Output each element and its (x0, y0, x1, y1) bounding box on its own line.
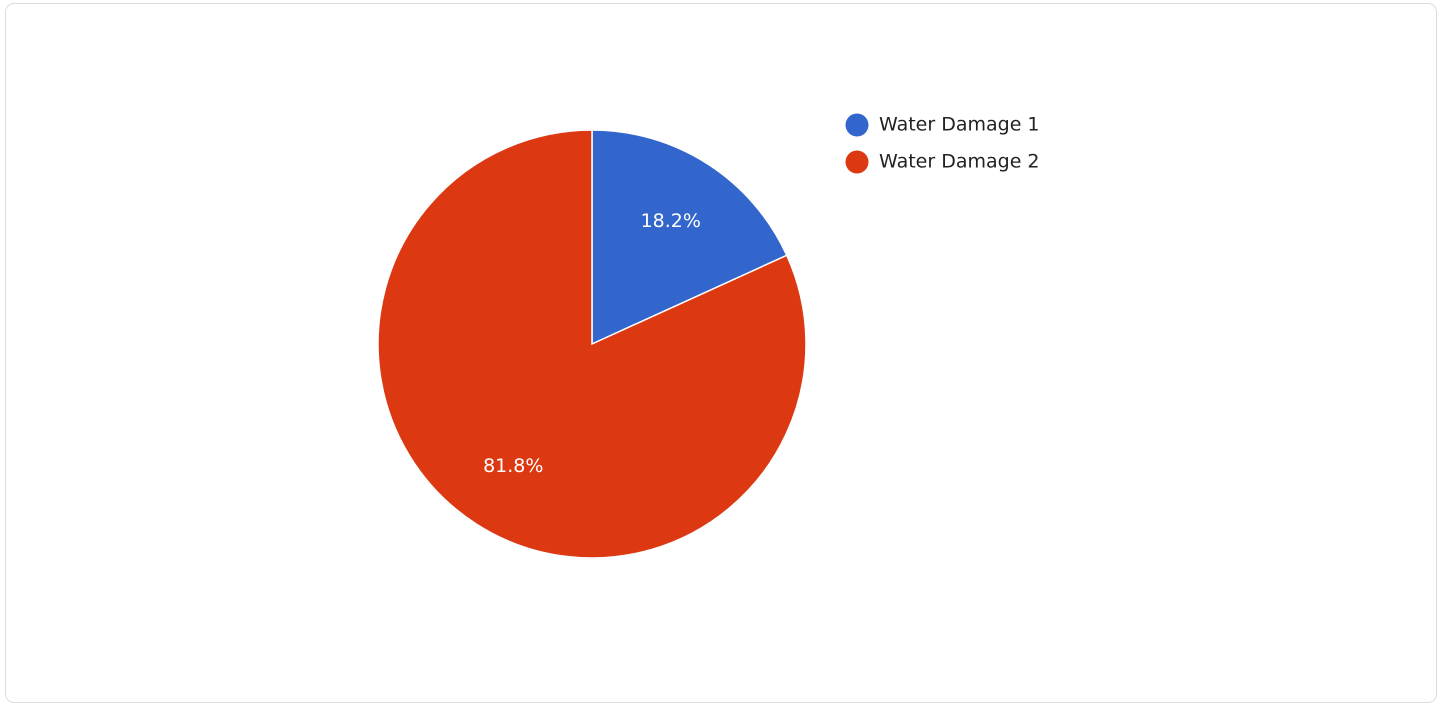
legend-swatch-1 (845, 113, 869, 137)
legend-item-2[interactable]: Water Damage 2 (845, 150, 1040, 174)
pie-slice-1[interactable] (591, 129, 788, 346)
legend-label-1: Water Damage 1 (879, 114, 1040, 136)
legend-item-1[interactable]: Water Damage 1 (845, 113, 1040, 137)
slice-labels: 18.2% 81.8% (483, 210, 701, 477)
legend[interactable]: Water Damage 1 Water Damage 2 (845, 113, 1040, 174)
pie-slices (377, 129, 807, 559)
slice-label-2: 81.8% (483, 455, 543, 477)
legend-label-2: Water Damage 2 (879, 151, 1040, 173)
legend-swatch-2 (845, 150, 869, 174)
pie-slice-2[interactable] (377, 129, 807, 559)
slice-label-1: 18.2% (641, 210, 701, 232)
